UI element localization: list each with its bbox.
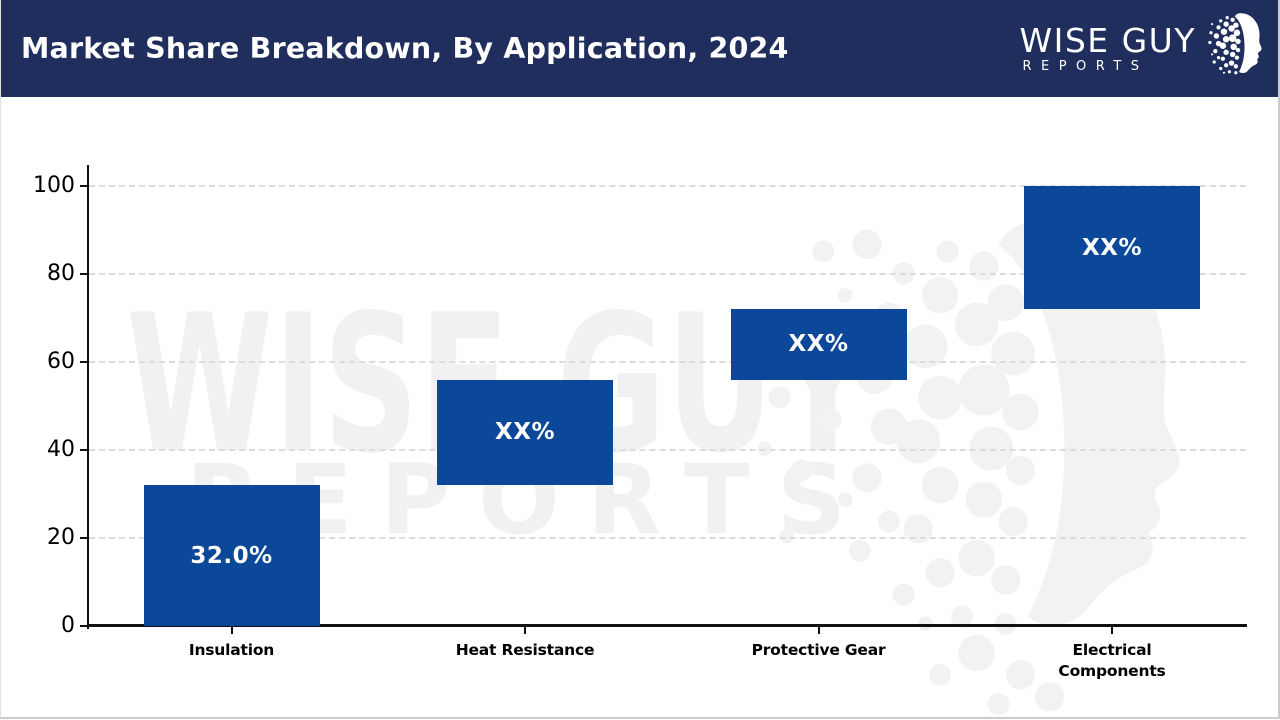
x-category-label: Heat Resistance: [455, 641, 595, 659]
brand-logo-text: WISE GUY REPORTS: [1019, 21, 1196, 75]
gridline-40: [89, 449, 1246, 451]
brand-logo: WISE GUY REPORTS: [1019, 6, 1264, 92]
x-tick-mark: [817, 627, 820, 634]
y-tick-label: 60: [47, 349, 75, 374]
y-axis-line: [87, 165, 89, 629]
y-tick-mark: [80, 537, 88, 539]
x-axis-line: [87, 624, 1247, 627]
gridline-100: [89, 185, 1246, 187]
x-tick-mark: [524, 627, 526, 634]
gridline-60: [89, 361, 1246, 363]
y-tick-label: 40: [47, 437, 75, 462]
y-tick-mark: [80, 185, 88, 187]
chart-title: Market Share Breakdown, By Application, …: [21, 32, 789, 65]
y-tick-label: 0: [61, 613, 75, 638]
x-tick-mark: [230, 627, 233, 634]
y-tick-label: 20: [47, 525, 75, 550]
bar-insulation: 32.0%: [143, 485, 320, 626]
bar-heat-resistance: XX%: [437, 379, 613, 486]
gridline-20: [89, 537, 1246, 539]
bar-value-label: XX%: [1081, 234, 1142, 261]
bar-electrical-components: XX%: [1024, 186, 1200, 310]
bar-value-label: 32.0%: [190, 542, 273, 569]
x-tick-mark: [1111, 627, 1113, 634]
x-category-label: Protective Gear: [751, 641, 886, 659]
bar-value-label: XX%: [788, 331, 849, 358]
brand-head-icon: [1208, 13, 1262, 75]
bar-protective-gear: XX%: [730, 309, 907, 380]
y-tick-mark: [80, 361, 88, 363]
y-tick-label: 80: [47, 261, 75, 286]
brand-name: WISE GUY: [1019, 21, 1196, 60]
x-category-label: Insulation: [188, 641, 275, 659]
y-tick-mark: [80, 625, 88, 627]
y-tick-label: 100: [33, 173, 75, 198]
x-category-label: Electrical Components: [1058, 641, 1166, 680]
y-tick-mark: [80, 449, 88, 451]
brand-subtitle: REPORTS: [1022, 59, 1149, 74]
bar-value-label: XX%: [494, 419, 555, 446]
y-tick-mark: [80, 273, 88, 275]
gridline-80: [89, 273, 1246, 275]
header: Market Share Breakdown, By Application, …: [1, 0, 1278, 97]
